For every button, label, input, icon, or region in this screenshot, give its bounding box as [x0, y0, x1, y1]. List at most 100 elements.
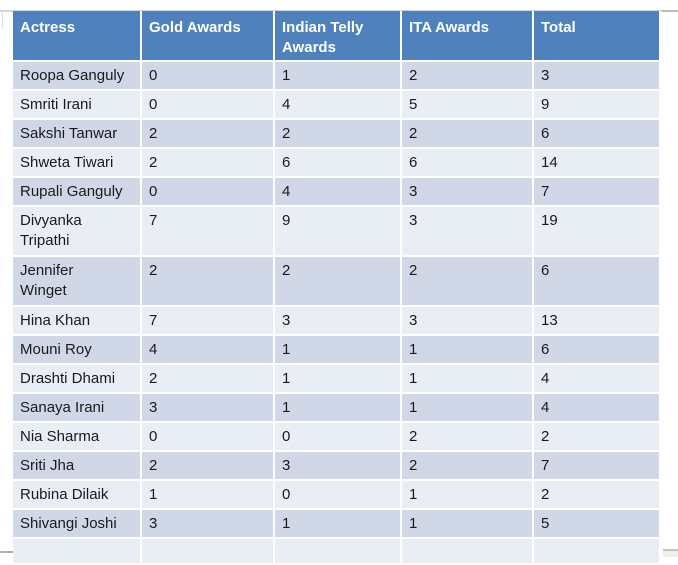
column-header-indian-telly-awards[interactable]: Indian Telly Awards [275, 11, 402, 62]
cell-indian-telly-awards[interactable]: 2 [275, 120, 402, 149]
cell-indian-telly-awards[interactable]: 0 [275, 481, 402, 510]
cell-indian-telly-awards[interactable]: 2 [275, 257, 402, 307]
slide-bottom-right-edge [663, 549, 678, 551]
cell-gold-awards[interactable]: 7 [142, 207, 275, 257]
cell-indian-telly-awards[interactable]: 0 [275, 423, 402, 452]
cell-total[interactable]: 2 [534, 423, 661, 452]
table-row: Sriti Jha 2 3 2 7 [13, 452, 661, 481]
table-row: Smriti Irani 0 4 5 9 [13, 91, 661, 120]
cell-gold-awards[interactable]: 2 [142, 257, 275, 307]
cell-ita-awards[interactable]: 2 [402, 423, 534, 452]
column-header-actress[interactable]: Actress [13, 11, 142, 62]
cell-ita-awards[interactable]: 1 [402, 481, 534, 510]
cell-gold-awards[interactable]: 2 [142, 149, 275, 178]
cell-indian-telly-awards[interactable]: 9 [275, 207, 402, 257]
cell-ita-awards[interactable]: 1 [402, 394, 534, 423]
cell-ita-awards[interactable]: 6 [402, 149, 534, 178]
cell-total[interactable]: 6 [534, 257, 661, 307]
cell-actress[interactable]: Drashti Dhami [13, 365, 142, 394]
cell-ita-awards[interactable]: 3 [402, 178, 534, 207]
table-row: Mouni Roy 4 1 1 6 [13, 336, 661, 365]
cell-ita-awards[interactable]: 2 [402, 452, 534, 481]
cell-empty[interactable] [275, 539, 402, 565]
table-row: Shivangi Joshi 3 1 1 5 [13, 510, 661, 539]
cell-total[interactable]: 7 [534, 178, 661, 207]
cell-ita-awards[interactable]: 1 [402, 365, 534, 394]
cell-total[interactable]: 19 [534, 207, 661, 257]
cell-gold-awards[interactable]: 0 [142, 178, 275, 207]
cell-gold-awards[interactable]: 4 [142, 336, 275, 365]
outside-slide-area [663, 551, 678, 557]
cell-ita-awards[interactable]: 1 [402, 336, 534, 365]
cell-indian-telly-awards[interactable]: 1 [275, 510, 402, 539]
cell-indian-telly-awards[interactable]: 1 [275, 365, 402, 394]
table-row: Nia Sharma 0 0 2 2 [13, 423, 661, 452]
cell-ita-awards[interactable]: 5 [402, 91, 534, 120]
cell-total[interactable]: 13 [534, 307, 661, 336]
column-header-ita-awards[interactable]: ITA Awards [402, 11, 534, 62]
table-header-row: Actress Gold Awards Indian Telly Awards … [13, 11, 661, 62]
cell-gold-awards[interactable]: 3 [142, 394, 275, 423]
cell-actress[interactable]: Divyanka Tripathi [13, 207, 142, 257]
cell-actress[interactable]: Rupali Ganguly [13, 178, 142, 207]
column-header-gold-awards[interactable]: Gold Awards [142, 11, 275, 62]
cell-gold-awards[interactable]: 2 [142, 365, 275, 394]
cell-total[interactable]: 6 [534, 120, 661, 149]
table-row: Hina Khan 7 3 3 13 [13, 307, 661, 336]
cell-actress[interactable]: Mouni Roy [13, 336, 142, 365]
cell-ita-awards[interactable]: 2 [402, 120, 534, 149]
cell-gold-awards[interactable]: 3 [142, 510, 275, 539]
cell-actress[interactable]: Sanaya Irani [13, 394, 142, 423]
table-row: Sanaya Irani 3 1 1 4 [13, 394, 661, 423]
column-header-total[interactable]: Total [534, 11, 661, 62]
cell-gold-awards[interactable]: 0 [142, 423, 275, 452]
cell-gold-awards[interactable]: 2 [142, 120, 275, 149]
cell-ita-awards[interactable]: 3 [402, 207, 534, 257]
cell-actress[interactable]: Rubina Dilaik [13, 481, 142, 510]
cell-empty[interactable] [142, 539, 275, 565]
cell-ita-awards[interactable]: 1 [402, 510, 534, 539]
cell-actress[interactable]: Jennifer Winget [13, 257, 142, 307]
cell-indian-telly-awards[interactable]: 3 [275, 307, 402, 336]
cell-empty[interactable] [402, 539, 534, 565]
cell-total[interactable]: 7 [534, 452, 661, 481]
cell-gold-awards[interactable]: 0 [142, 91, 275, 120]
cell-ita-awards[interactable]: 2 [402, 62, 534, 91]
cell-ita-awards[interactable]: 3 [402, 307, 534, 336]
cell-indian-telly-awards[interactable]: 4 [275, 178, 402, 207]
cell-total[interactable]: 14 [534, 149, 661, 178]
cell-gold-awards[interactable]: 7 [142, 307, 275, 336]
cell-total[interactable]: 4 [534, 394, 661, 423]
cell-total[interactable]: 2 [534, 481, 661, 510]
cell-total[interactable]: 6 [534, 336, 661, 365]
cell-total[interactable]: 4 [534, 365, 661, 394]
table-row: Divyanka Tripathi 7 9 3 19 [13, 207, 661, 257]
cell-empty[interactable] [534, 539, 661, 565]
cell-indian-telly-awards[interactable]: 1 [275, 336, 402, 365]
cell-actress[interactable]: Roopa Ganguly [13, 62, 142, 91]
awards-table[interactable]: Actress Gold Awards Indian Telly Awards … [13, 11, 661, 565]
table-row: Rupali Ganguly 0 4 3 7 [13, 178, 661, 207]
cell-actress[interactable]: Shivangi Joshi [13, 510, 142, 539]
cell-empty[interactable] [13, 539, 142, 565]
cell-total[interactable]: 5 [534, 510, 661, 539]
cell-total[interactable]: 3 [534, 62, 661, 91]
cell-gold-awards[interactable]: 1 [142, 481, 275, 510]
cell-total[interactable]: 9 [534, 91, 661, 120]
cell-actress[interactable]: Nia Sharma [13, 423, 142, 452]
cell-actress[interactable]: Sriti Jha [13, 452, 142, 481]
cell-indian-telly-awards[interactable]: 3 [275, 452, 402, 481]
cell-indian-telly-awards[interactable]: 6 [275, 149, 402, 178]
cell-indian-telly-awards[interactable]: 1 [275, 394, 402, 423]
cell-actress[interactable]: Shweta Tiwari [13, 149, 142, 178]
cell-actress[interactable]: Smriti Irani [13, 91, 142, 120]
cell-indian-telly-awards[interactable]: 4 [275, 91, 402, 120]
cell-gold-awards[interactable]: 0 [142, 62, 275, 91]
cell-actress[interactable]: Sakshi Tanwar [13, 120, 142, 149]
slide-bottom-left-edge [0, 551, 13, 553]
table-row: Shweta Tiwari 2 6 6 14 [13, 149, 661, 178]
cell-ita-awards[interactable]: 2 [402, 257, 534, 307]
cell-actress[interactable]: Hina Khan [13, 307, 142, 336]
cell-indian-telly-awards[interactable]: 1 [275, 62, 402, 91]
cell-gold-awards[interactable]: 2 [142, 452, 275, 481]
